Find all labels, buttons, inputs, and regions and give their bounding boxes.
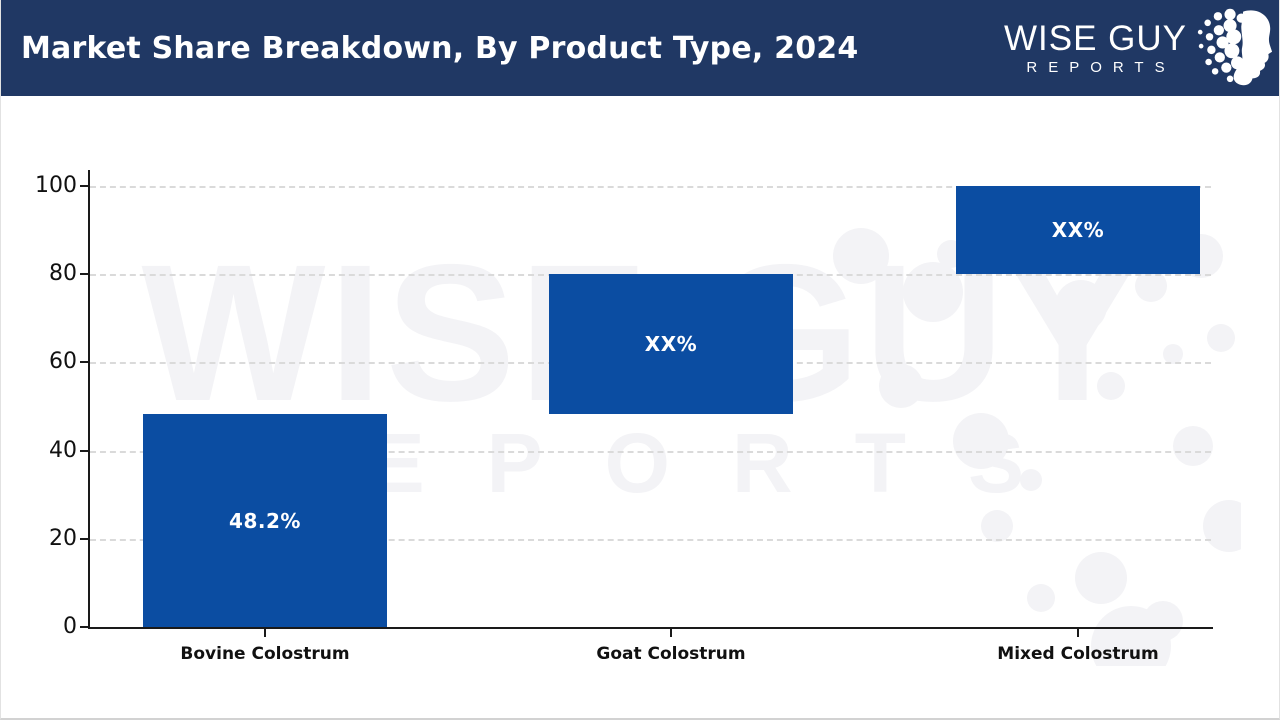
- y-axis-tick-label: 0: [63, 614, 77, 639]
- y-axis-tick-label: 20: [49, 525, 77, 551]
- page-title: Market Share Breakdown, By Product Type,…: [21, 30, 859, 66]
- header-banner: Market Share Breakdown, By Product Type,…: [1, 0, 1279, 96]
- x-axis-tick-mark: [1077, 629, 1079, 637]
- x-axis-category-label: Bovine Colostrum: [180, 644, 350, 664]
- logo-text: WISE GUY REPORTS: [1004, 21, 1187, 75]
- y-axis-tick-mark: [80, 626, 88, 628]
- gridline-100: [90, 186, 1211, 188]
- bar-bovine-colostrum: 48.2%: [143, 414, 387, 627]
- x-axis-tick-mark: [264, 629, 266, 637]
- bar-value-label: XX%: [1051, 218, 1105, 243]
- wise-guy-reports-logo: WISE GUY REPORTS: [1004, 4, 1273, 92]
- x-axis-category-label: Mixed Colostrum: [997, 644, 1159, 664]
- bar-goat-colostrum: XX%: [549, 274, 793, 415]
- bar-value-label: 48.2%: [229, 508, 301, 533]
- logo-face-icon: [1197, 8, 1273, 86]
- y-axis-tick-label: 40: [49, 437, 77, 463]
- y-axis-tick-mark: [80, 537, 88, 540]
- bar-mixed-colostrum: XX%: [956, 186, 1200, 275]
- y-axis-tick-label: 100: [35, 173, 77, 198]
- x-axis-tick-mark: [670, 629, 672, 637]
- y-axis-tick-mark: [80, 273, 88, 276]
- y-axis-tick-mark: [80, 449, 88, 452]
- chart-area: WISE GUY REPORTS 0 20 40 60 80 100 48.2% B: [1, 96, 1279, 718]
- gridline-20: [90, 538, 1211, 541]
- gridline-40: [90, 450, 1211, 453]
- logo-wordmark: WISE GUY: [1003, 19, 1187, 58]
- plot-area: 0 20 40 60 80 100 48.2% Bovine Colostrum XX% Goat…: [1, 96, 1279, 718]
- y-axis-tick-mark: [80, 361, 88, 364]
- x-axis-line: [88, 627, 1213, 629]
- bar-value-label: XX%: [644, 332, 698, 357]
- y-axis-tick-mark: [80, 185, 88, 187]
- logo-subtitle: REPORTS: [1026, 59, 1176, 76]
- y-axis-tick-label: 60: [49, 349, 77, 375]
- y-axis-tick-label: 80: [49, 261, 77, 287]
- x-axis-category-label: Goat Colostrum: [596, 644, 746, 664]
- y-axis-line: [88, 170, 90, 629]
- watermark-dots: [833, 208, 1241, 666]
